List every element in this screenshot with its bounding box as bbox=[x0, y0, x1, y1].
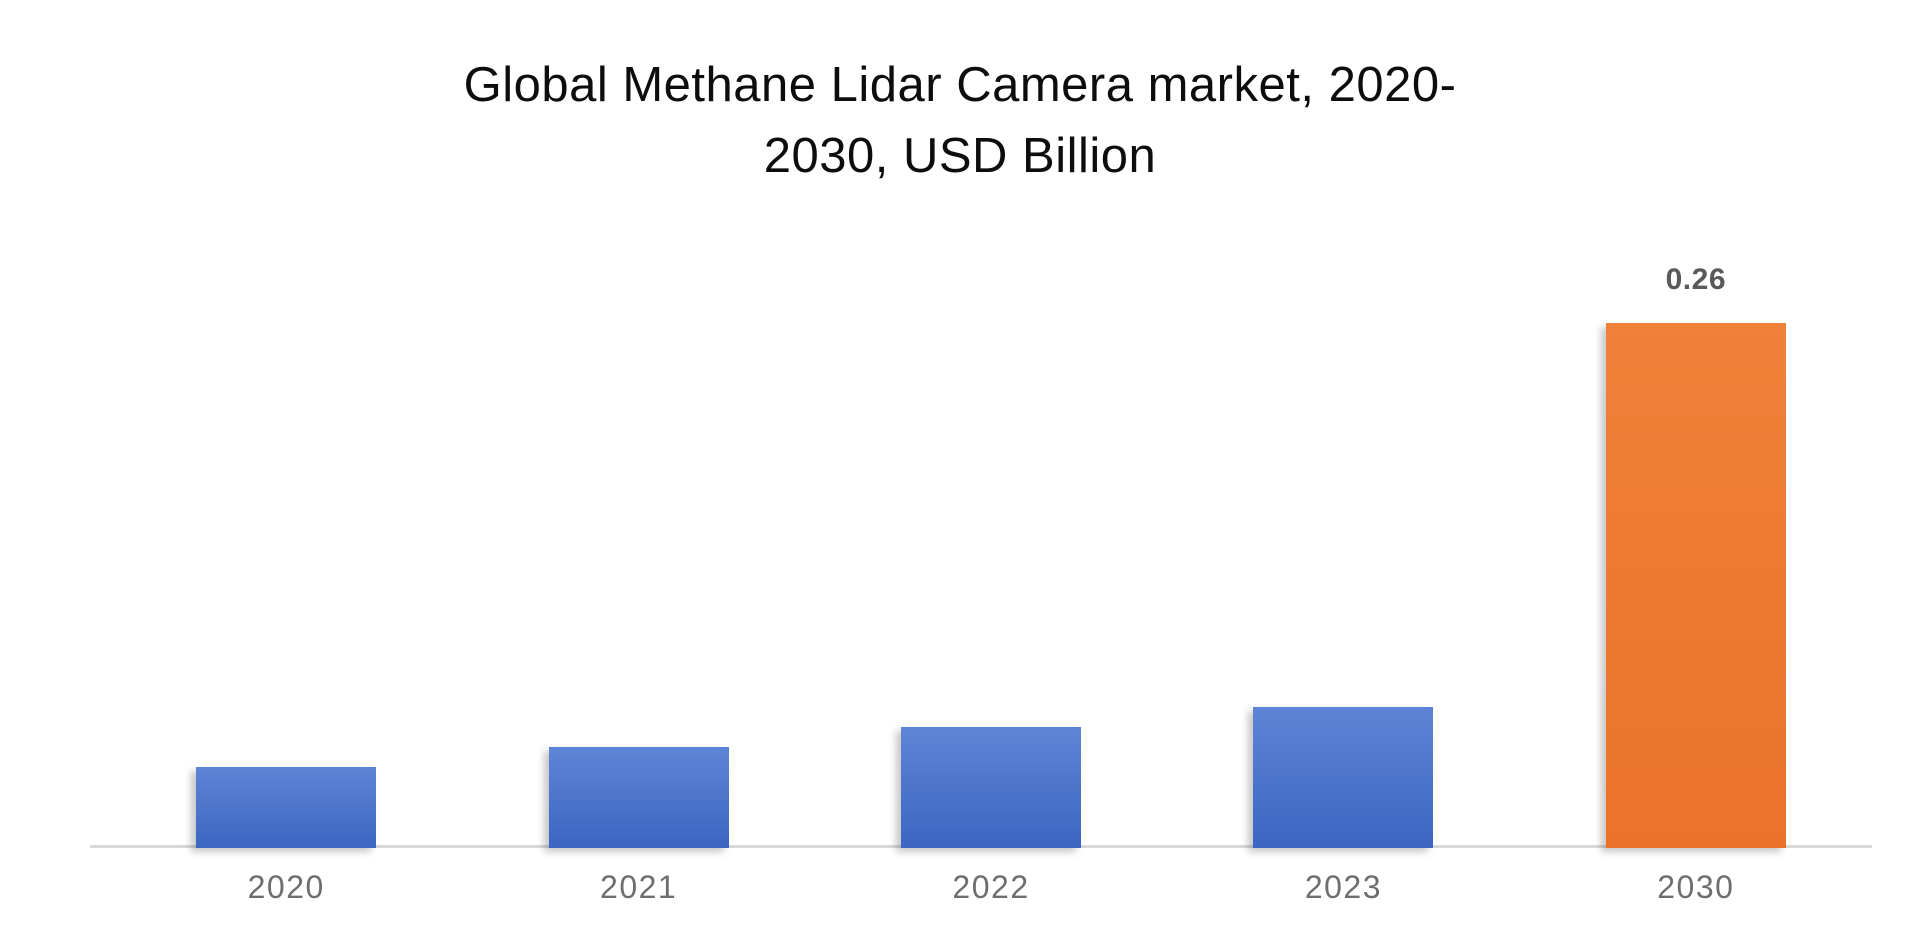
x-tick-2023: 2023 bbox=[1304, 869, 1383, 905]
plot-area: 0.26 bbox=[90, 208, 1872, 848]
data-label-2030: 0.26 bbox=[1665, 263, 1727, 296]
bar-slot-2021 bbox=[462, 208, 814, 848]
x-tick-2022: 2022 bbox=[952, 869, 1030, 905]
chart-title-line-2: 2030, USD Billion bbox=[763, 129, 1157, 183]
x-axis-labels: 2020 2021 2022 2023 2030 bbox=[110, 869, 1872, 906]
bar-2021 bbox=[548, 747, 729, 848]
bar-slot-2030: 0.26 bbox=[1520, 208, 1872, 848]
bar-slot-2022 bbox=[815, 208, 1167, 848]
x-tick-2021: 2021 bbox=[600, 869, 678, 905]
bar-2030 bbox=[1605, 323, 1786, 848]
chart-title: Global Methane Lidar Camera market, 2020… bbox=[0, 50, 1920, 192]
bar-2020 bbox=[196, 767, 377, 848]
bar-2023 bbox=[1253, 707, 1434, 848]
bar-slot-2020 bbox=[110, 208, 462, 848]
x-tick-2030: 2030 bbox=[1657, 869, 1735, 905]
bar-2022 bbox=[901, 727, 1082, 848]
bar-slot-2023 bbox=[1167, 208, 1519, 848]
x-tick-2020: 2020 bbox=[247, 869, 325, 905]
bars-row: 0.26 bbox=[110, 208, 1872, 848]
chart-title-line-1: Global Methane Lidar Camera market, 2020… bbox=[463, 58, 1457, 112]
